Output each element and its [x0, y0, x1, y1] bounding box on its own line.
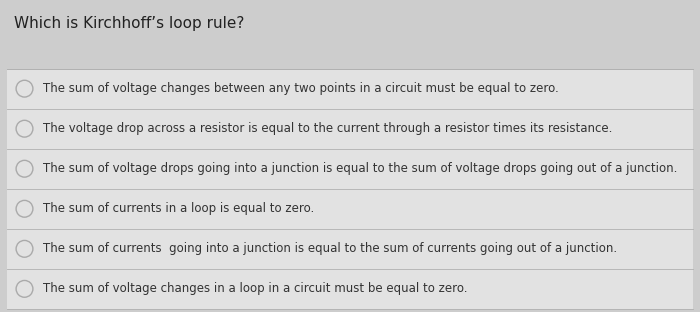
FancyBboxPatch shape — [7, 269, 693, 309]
Text: The sum of voltage drops going into a junction is equal to the sum of voltage dr: The sum of voltage drops going into a ju… — [43, 162, 678, 175]
FancyBboxPatch shape — [7, 149, 693, 189]
Text: The sum of voltage changes in a loop in a circuit must be equal to zero.: The sum of voltage changes in a loop in … — [43, 282, 468, 295]
Text: The sum of currents  going into a junction is equal to the sum of currents going: The sum of currents going into a junctio… — [43, 242, 617, 255]
Text: The sum of voltage changes between any two points in a circuit must be equal to : The sum of voltage changes between any t… — [43, 82, 559, 95]
FancyBboxPatch shape — [7, 189, 693, 229]
FancyBboxPatch shape — [7, 109, 693, 149]
FancyBboxPatch shape — [7, 229, 693, 269]
Text: The voltage drop across a resistor is equal to the current through a resistor ti: The voltage drop across a resistor is eq… — [43, 122, 612, 135]
Text: The sum of currents in a loop is equal to zero.: The sum of currents in a loop is equal t… — [43, 202, 314, 215]
Text: Which is Kirchhoff’s loop rule?: Which is Kirchhoff’s loop rule? — [14, 16, 244, 31]
FancyBboxPatch shape — [7, 69, 693, 109]
